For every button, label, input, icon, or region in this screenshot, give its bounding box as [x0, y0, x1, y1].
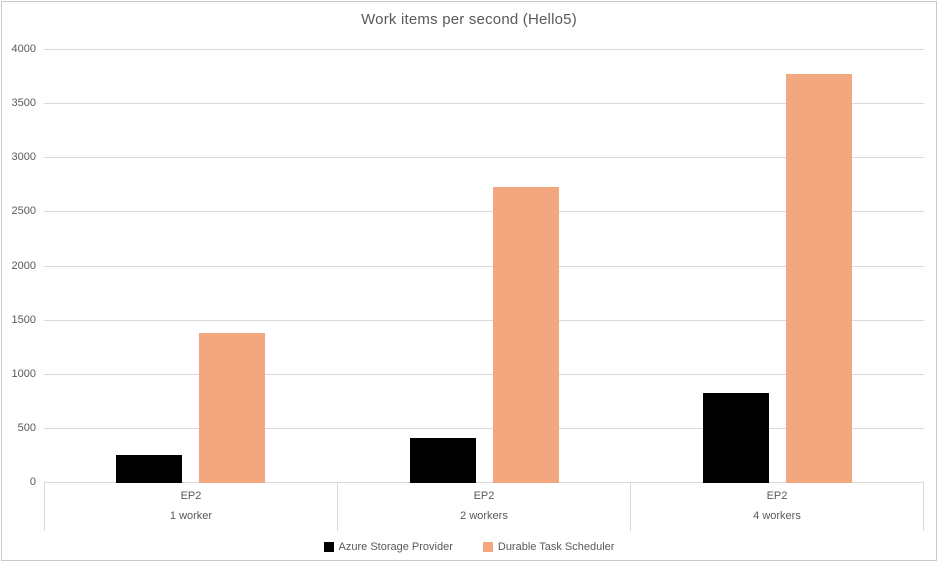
bar-durable-task-scheduler-4-workers — [786, 74, 852, 483]
y-axis-tick-label-2000: 2000 — [11, 260, 36, 272]
category-cell-4-workers: EP2 4 workers — [630, 483, 924, 531]
gridline-2500 — [44, 211, 924, 212]
bar-azure-storage-provider-4-workers — [703, 393, 769, 483]
category-plan-label: EP2 — [766, 490, 788, 502]
category-axis: EP2 1 worker EP2 2 workers EP2 4 workers — [44, 483, 924, 531]
y-axis-tick-label-3000: 3000 — [11, 151, 36, 163]
bar-azure-storage-provider-1-worker — [116, 455, 182, 483]
gridline-1500 — [44, 320, 924, 321]
y-axis-tick-label-0: 0 — [29, 476, 36, 488]
legend-label: Azure Storage Provider — [338, 541, 453, 553]
y-axis-tick-label-3500: 3500 — [11, 97, 36, 109]
y-axis-tick-label-4000: 4000 — [11, 43, 36, 55]
chart-title: Work items per second (Hello5) — [361, 11, 577, 28]
legend-swatch-azure-storage-provider — [323, 542, 334, 552]
bar-durable-task-scheduler-1-worker — [199, 333, 265, 483]
plot-area — [44, 49, 924, 483]
y-axis-tick-label-1500: 1500 — [11, 314, 36, 326]
y-axis-tick-label-1000: 1000 — [11, 368, 36, 380]
gridline-3500 — [44, 103, 924, 104]
bar-durable-task-scheduler-2-workers — [493, 187, 559, 483]
gridline-2000 — [44, 266, 924, 267]
gridline-0 — [44, 482, 924, 483]
category-workers-label: 4 workers — [753, 510, 801, 522]
legend: Azure Storage Provider Durable Task Sched… — [1, 539, 937, 555]
y-axis-tick-label-500: 500 — [17, 422, 36, 434]
category-cell-1-worker: EP2 1 worker — [44, 483, 337, 531]
y-axis-tick-label-2500: 2500 — [11, 205, 36, 217]
gridline-500 — [44, 428, 924, 429]
gridline-1000 — [44, 374, 924, 375]
category-plan-label: EP2 — [180, 490, 202, 502]
gridline-4000 — [44, 49, 924, 50]
gridline-3000 — [44, 157, 924, 158]
legend-swatch-durable-task-scheduler — [482, 542, 493, 552]
category-workers-label: 2 workers — [460, 510, 508, 522]
category-cell-2-workers: EP2 2 workers — [337, 483, 630, 531]
legend-item-azure-storage-provider: Azure Storage Provider — [323, 541, 453, 553]
category-workers-label: 1 worker — [169, 510, 213, 522]
bar-azure-storage-provider-2-workers — [410, 438, 476, 483]
category-plan-label: EP2 — [473, 490, 495, 502]
legend-item-durable-task-scheduler: Durable Task Scheduler — [482, 541, 615, 553]
legend-label: Durable Task Scheduler — [497, 541, 615, 553]
y-axis: 0 500 1000 1500 2000 2500 3000 3500 4000 — [6, 43, 36, 488]
